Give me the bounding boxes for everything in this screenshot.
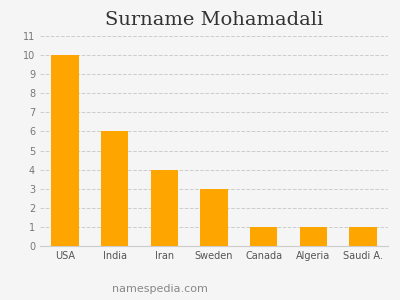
Bar bbox=[200, 189, 228, 246]
Text: namespedia.com: namespedia.com bbox=[112, 284, 208, 294]
Bar bbox=[350, 227, 377, 246]
Bar bbox=[250, 227, 277, 246]
Bar bbox=[51, 55, 78, 246]
Bar bbox=[151, 169, 178, 246]
Bar bbox=[101, 131, 128, 246]
Bar bbox=[300, 227, 327, 246]
Title: Surname Mohamadali: Surname Mohamadali bbox=[105, 11, 323, 29]
